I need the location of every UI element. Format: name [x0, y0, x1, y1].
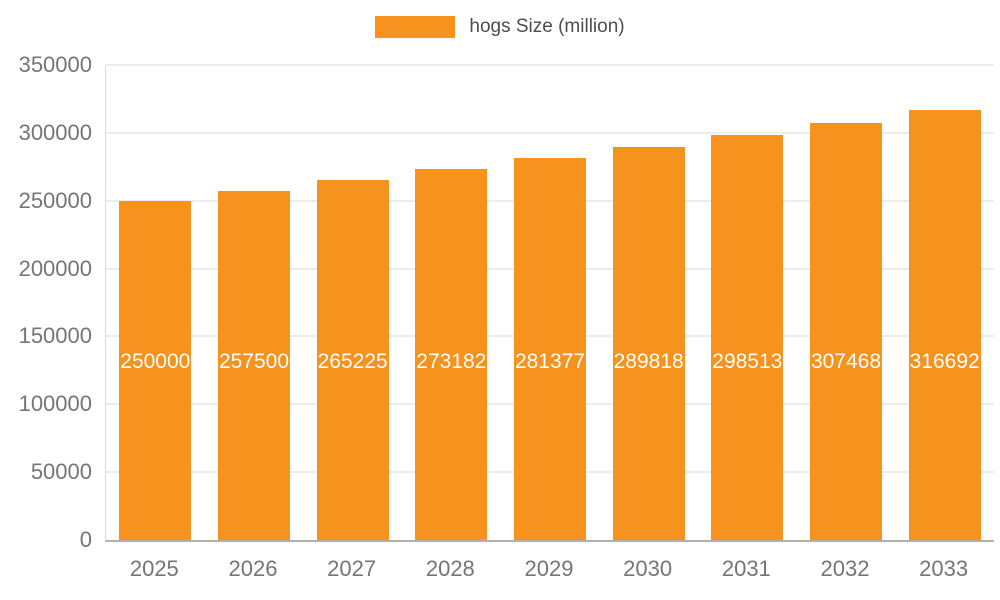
y-axis-label: 200000: [18, 255, 92, 281]
gridline: [106, 132, 994, 134]
x-axis-label: 2025: [129, 556, 179, 581]
bar-value-label: 307468: [810, 350, 882, 373]
bar-2031[interactable]: 298513: [711, 134, 784, 540]
bar-2025[interactable]: 250000: [119, 200, 192, 540]
x-axis-label: 2033: [919, 556, 969, 581]
x-axis-label: 2030: [623, 556, 673, 581]
legend-swatch: [375, 16, 456, 38]
bar-value-label: 273182: [416, 350, 487, 373]
y-axis-label: 100000: [18, 391, 92, 417]
x-axis: 2025 2026 2027 2028 2029 2030 2031 2032 2033: [105, 542, 993, 598]
bar-2028[interactable]: 273182: [415, 169, 488, 540]
bar-2027[interactable]: 265225: [316, 180, 389, 540]
x-axis-label: 2031: [721, 556, 771, 581]
y-axis-label: 350000: [18, 52, 92, 77]
legend-item-hogs-size[interactable]: hogs Size (million): [375, 16, 625, 38]
bar-value-label: 250000: [120, 350, 191, 373]
bar-2030[interactable]: 289818: [612, 146, 685, 540]
bar-value-label: 289818: [613, 350, 684, 373]
y-axis-label: 300000: [18, 119, 92, 145]
bar-2032[interactable]: 307468: [809, 122, 882, 540]
bar-value-label: 265225: [317, 350, 388, 373]
plot-area: 0 50000 100000 150000 200000 250000 300000 3500…: [19, 54, 994, 551]
y-axis-label: 50000: [30, 459, 92, 485]
bar-value-label: 281377: [514, 350, 586, 373]
bar-value-label: 257500: [218, 350, 290, 373]
gridline: [106, 64, 994, 66]
bar-value-label: 298513: [712, 350, 783, 373]
bar-2026[interactable]: 257500: [217, 190, 290, 540]
x-axis-label: 2027: [327, 556, 377, 581]
legend: hogs Size (million): [0, 16, 1000, 38]
legend-label: hogs Size (million): [469, 16, 625, 37]
y-axis-label: 150000: [18, 323, 92, 349]
y-axis-label: 250000: [18, 187, 92, 213]
x-axis-label: 2029: [524, 556, 574, 581]
x-axis-label: 2026: [228, 556, 278, 581]
y-axis-label: 0: [79, 527, 92, 552]
bar-value-label: 316692: [909, 350, 980, 373]
x-axis-label: 2032: [820, 556, 870, 581]
bar-2033[interactable]: 316692: [908, 110, 981, 540]
x-axis-label: 2028: [425, 556, 475, 581]
bar-2029[interactable]: 281377: [513, 158, 586, 540]
